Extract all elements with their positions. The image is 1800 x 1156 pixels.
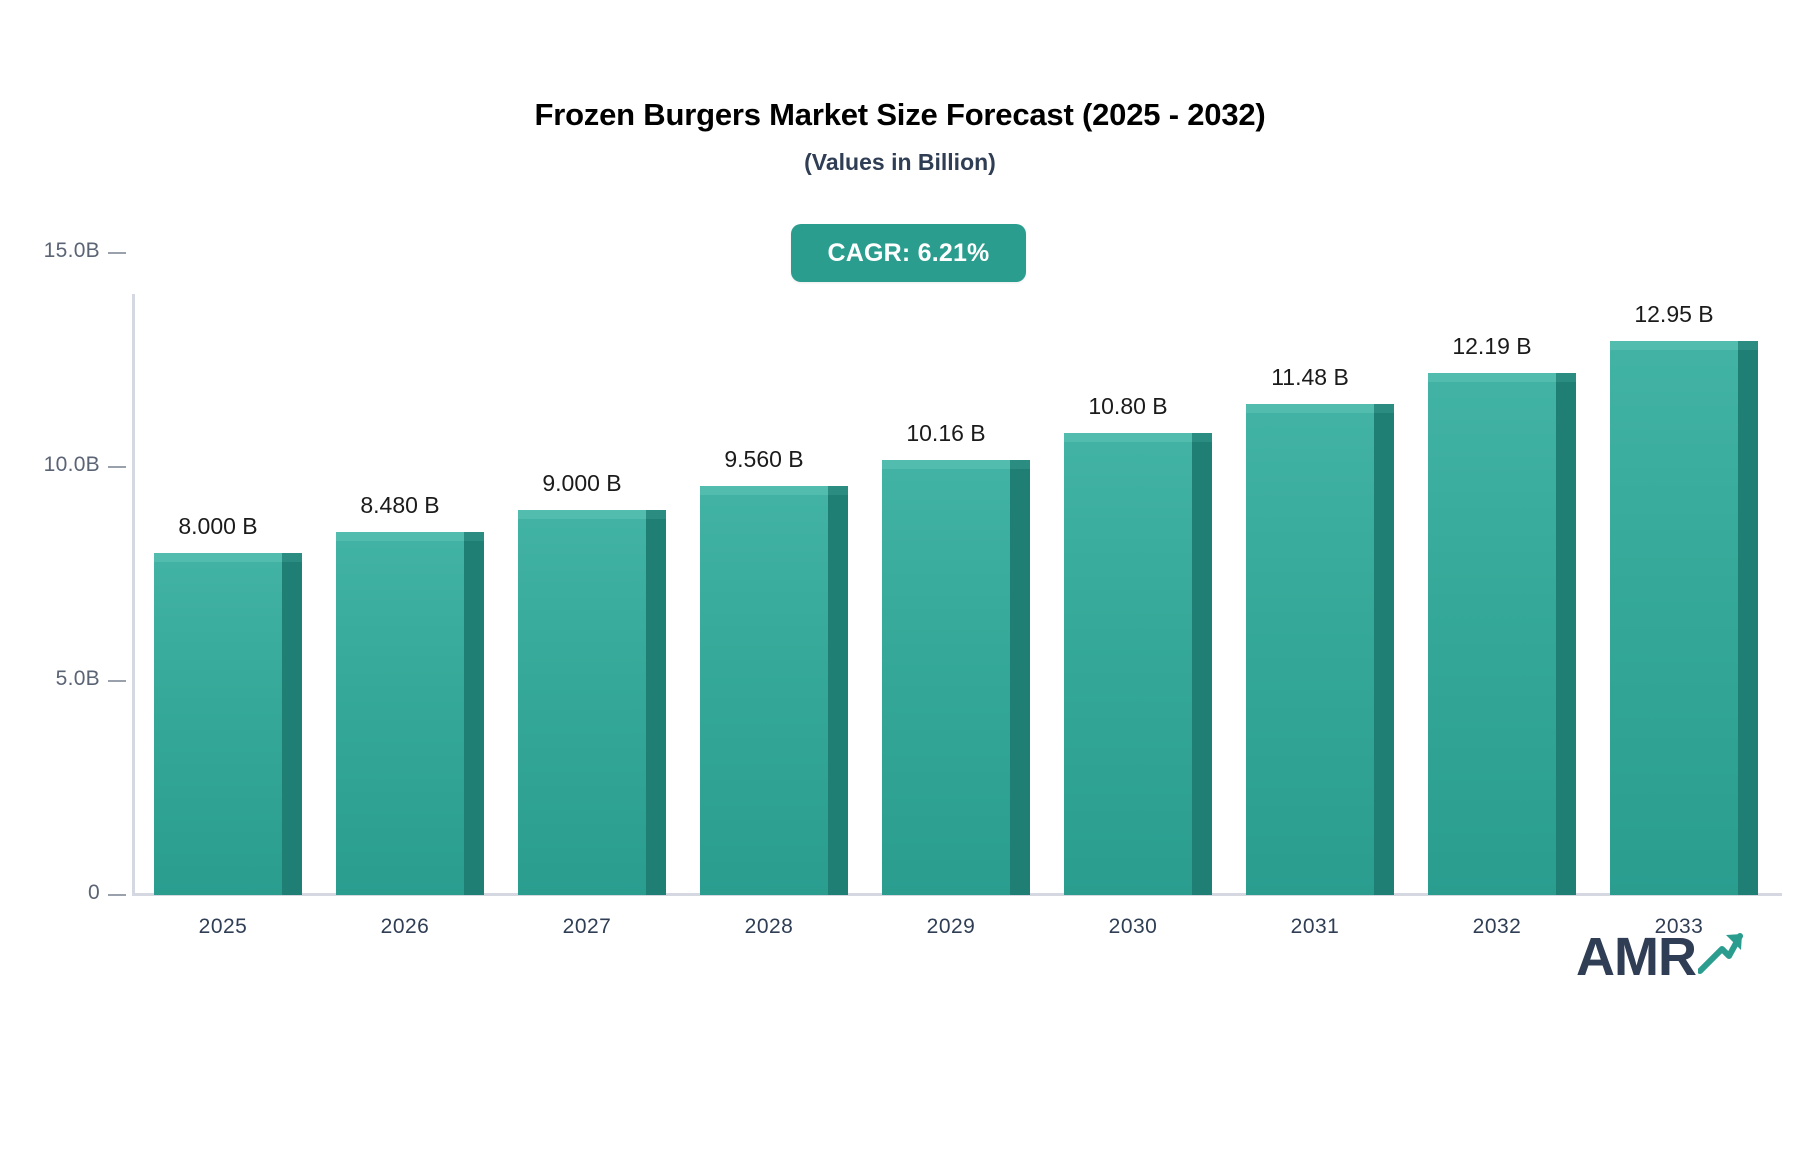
bar-value-label-2028: 9.560 B [724,446,804,472]
bar-2026[interactable] [336,532,484,895]
y-axis-tick [108,466,126,468]
bar-top-face [336,532,464,541]
bar-value-label-2026: 8.480 B [360,492,440,518]
growth-arrow-icon [1697,931,1744,980]
bar-top-face [1246,404,1374,413]
bar-side-face [464,541,484,895]
bar-value-label-2031: 11.48 B [1271,364,1349,390]
bar-top-face [1428,373,1556,382]
bar-side-face [282,562,302,895]
bar-2032[interactable] [1428,373,1576,895]
chart-header: Frozen Burgers Market Size Forecast (202… [0,0,1800,175]
bar-top-side-face [1738,341,1758,350]
bar-2033[interactable] [1610,341,1758,895]
amr-logo: AMR [1576,930,1744,984]
x-axis-tick-label-2031: 2031 [1290,915,1340,938]
bar-top-face [1064,433,1192,442]
bar-2029[interactable] [882,460,1030,895]
y-axis-tick-label: 0 [88,881,100,904]
chart-title: Frozen Burgers Market Size Forecast (202… [534,97,1266,132]
bar-2031[interactable] [1246,404,1394,895]
x-axis-tick-label-2029: 2029 [926,915,976,938]
bar-front-face [1064,433,1192,895]
bar-front-face [1610,341,1738,895]
x-axis-tick-label-2025: 2025 [198,915,248,938]
bar-side-face [828,495,848,895]
bar-2025[interactable] [154,553,302,895]
bar-side-face [1556,382,1576,895]
bar-side-face [1374,413,1394,895]
bar-top-side-face [282,553,302,562]
x-axis-tick-label-2028: 2028 [744,915,794,938]
bar-side-face [1192,442,1212,895]
bar-value-label-2029: 10.16 B [906,420,986,446]
y-axis-tick-label: 5.0B [55,667,100,690]
bar-top-side-face [1192,433,1212,442]
x-axis-tick-label-2026: 2026 [380,915,430,938]
bar-side-face [646,519,666,895]
x-axis-tick-label-2027: 2027 [562,915,612,938]
y-axis-tick-label: 10.0B [43,453,100,476]
bar-top-side-face [1010,460,1030,469]
bar-top-side-face [1374,404,1394,413]
bar-side-face [1010,469,1030,895]
y-axis-line [132,294,135,895]
bar-value-label-2033: 12.95 B [1634,301,1714,327]
bar-top-face [518,510,646,519]
bar-value-label-2027: 9.000 B [542,470,622,496]
bar-front-face [336,532,464,895]
bar-top-side-face [464,532,484,541]
bar-2027[interactable] [518,510,666,895]
bar-front-face [1246,404,1374,895]
bar-top-side-face [1556,373,1576,382]
bar-top-face [700,486,828,495]
bar-front-face [1428,373,1556,895]
bar-value-label-2030: 10.80 B [1088,393,1168,419]
bar-top-side-face [646,510,666,519]
bar-value-label-2025: 8.000 B [178,513,258,539]
x-axis-tick-label-2030: 2030 [1108,915,1158,938]
bar-2030[interactable] [1064,433,1212,895]
bar-top-face [154,553,282,562]
bar-side-face [1738,350,1758,895]
bar-front-face [882,460,1010,895]
bar-top-side-face [828,486,848,495]
y-axis-tick-label: 15.0B [43,239,100,262]
bar-value-label-2032: 12.19 B [1452,333,1532,359]
cagr-badge: CAGR: 6.21% [791,224,1026,282]
amr-logo-text: AMR [1576,927,1697,987]
bar-top-face [1610,341,1738,350]
y-axis-tick [108,894,126,896]
y-axis-tick [108,252,126,254]
x-axis-tick-label-2032: 2032 [1472,915,1522,938]
bar-top-face [882,460,1010,469]
x-axis-tick-label-2033: 2033 [1654,915,1704,938]
bar-2028[interactable] [700,486,848,895]
bar-front-face [518,510,646,895]
chart-subtitle: (Values in Billion) [804,149,996,176]
cagr-badge-label: CAGR: 6.21% [827,238,990,267]
y-axis-tick [108,680,126,682]
bar-front-face [700,486,828,895]
bar-front-face [154,553,282,895]
